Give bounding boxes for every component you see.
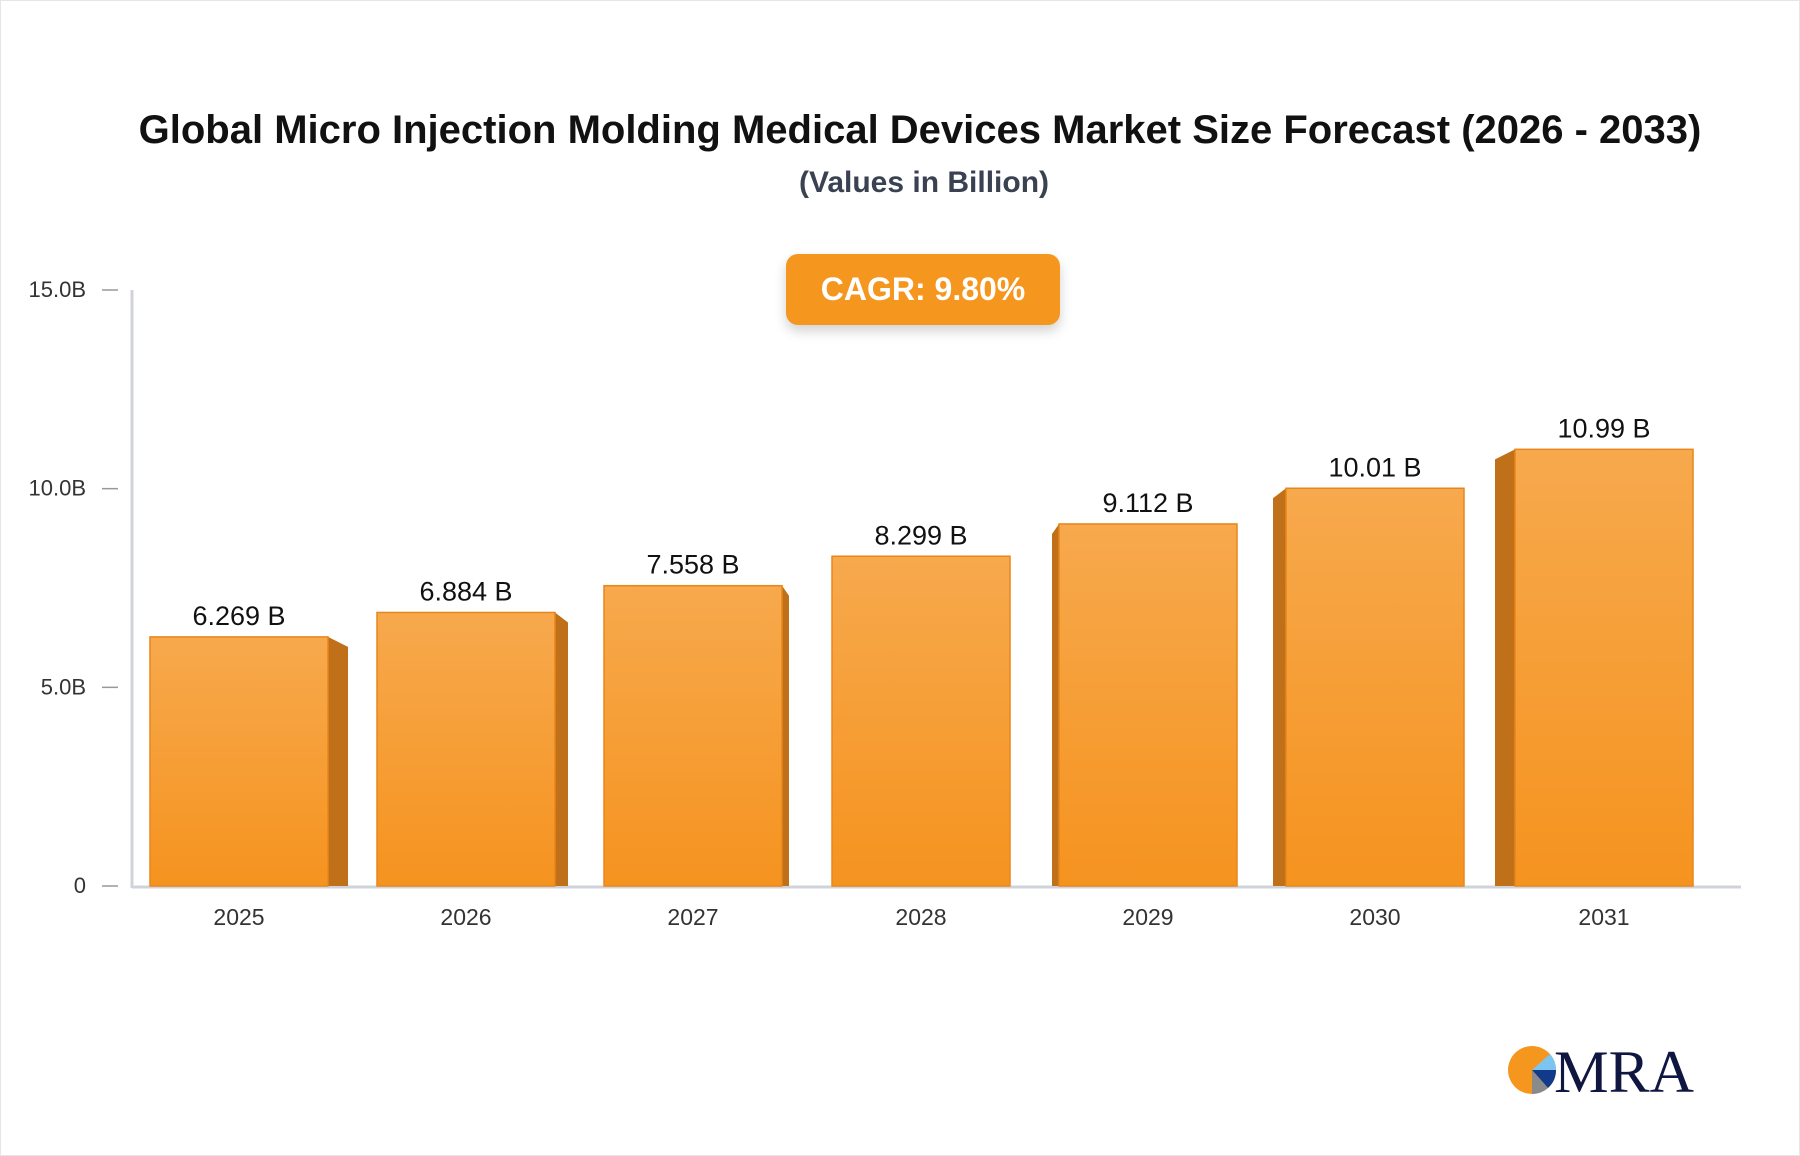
y-tick-label: 10.0B <box>29 476 87 501</box>
data-label: 9.112 B <box>1102 488 1193 518</box>
cagr-badge: CAGR: 9.80% <box>786 254 1060 325</box>
data-label: 6.269 B <box>192 601 285 631</box>
bar-side <box>782 585 789 886</box>
x-tick-label: 2028 <box>895 904 946 930</box>
x-tick-label: 2027 <box>667 904 718 930</box>
bar <box>1514 448 1694 887</box>
x-tick-label: 2025 <box>213 904 264 930</box>
data-label: 10.01 B <box>1328 452 1421 482</box>
x-tick-label: 2030 <box>1349 904 1400 930</box>
chart-subtitle: (Values in Billion) <box>798 166 1050 199</box>
bar-side <box>328 636 348 886</box>
data-label: 8.299 B <box>874 520 967 550</box>
data-label: 10.99 B <box>1557 413 1650 443</box>
bar-side <box>1495 449 1515 886</box>
y-tick-label: 15.0B <box>29 277 87 302</box>
x-tick-label: 2029 <box>1122 904 1173 930</box>
bar <box>1285 487 1465 887</box>
bar <box>603 584 783 887</box>
chart-title: Global Micro Injection Molding Medical D… <box>138 108 1702 152</box>
x-tick-label: 2031 <box>1578 904 1629 930</box>
x-tick-label: 2026 <box>440 904 491 930</box>
mra-logo-icon: MRA <box>1508 1040 1694 1100</box>
bar <box>149 636 329 887</box>
y-tick-label: 5.0B <box>41 674 86 699</box>
bar-side <box>1052 523 1059 886</box>
bar <box>376 611 556 887</box>
data-label: 7.558 B <box>646 550 739 580</box>
data-label: 6.884 B <box>419 576 512 606</box>
svg-text:MRA: MRA <box>1554 1040 1694 1100</box>
bar-side <box>1273 488 1286 886</box>
bar <box>1058 523 1238 887</box>
bar-side <box>555 612 568 886</box>
bar <box>831 555 1011 887</box>
mra-logo: MRA <box>1506 1040 1696 1100</box>
y-tick-label: 0 <box>74 873 86 898</box>
